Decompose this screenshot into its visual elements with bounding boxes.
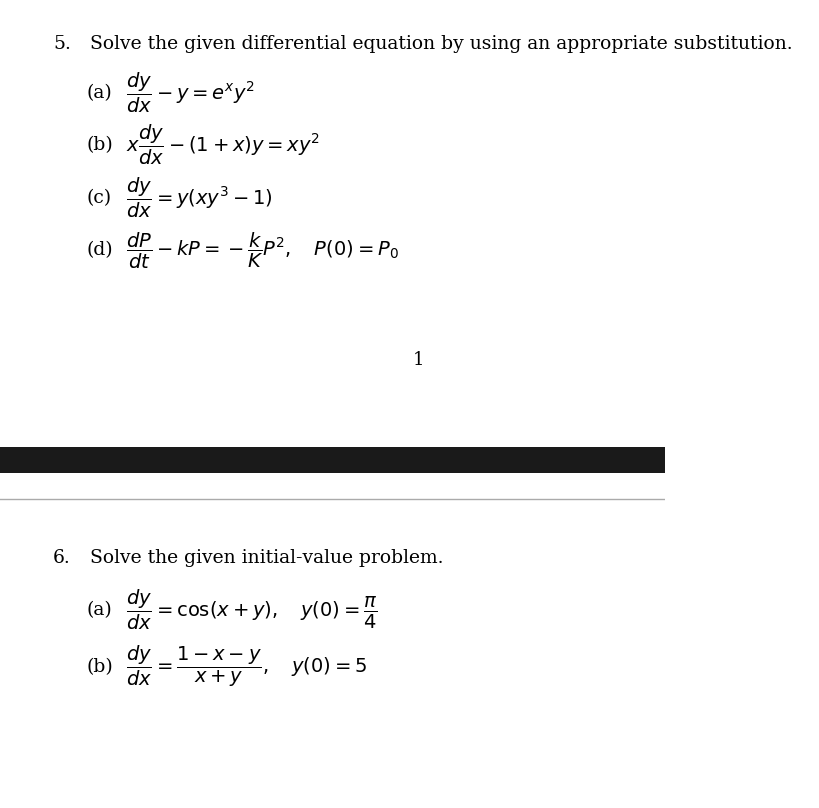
Text: 6.: 6. xyxy=(53,549,71,566)
Text: $\dfrac{dy}{dx} = y(xy^3 - 1)$: $\dfrac{dy}{dx} = y(xy^3 - 1)$ xyxy=(126,176,274,220)
Text: Solve the given differential equation by using an appropriate substitution.: Solve the given differential equation by… xyxy=(90,36,793,53)
Text: (c): (c) xyxy=(87,189,111,207)
Text: 1: 1 xyxy=(413,351,424,368)
Text: $x\dfrac{dy}{dx} - (1+x)y = xy^2$: $x\dfrac{dy}{dx} - (1+x)y = xy^2$ xyxy=(126,124,320,167)
Text: 5.: 5. xyxy=(53,36,71,53)
Text: (a): (a) xyxy=(87,601,112,619)
Text: $\dfrac{dy}{dx} - y = e^x y^2$: $\dfrac{dy}{dx} - y = e^x y^2$ xyxy=(126,71,256,115)
Text: (a): (a) xyxy=(87,84,112,102)
Text: $\dfrac{dy}{dx} = \dfrac{1-x-y}{x+y}, \quad y(0) = 5$: $\dfrac{dy}{dx} = \dfrac{1-x-y}{x+y}, \q… xyxy=(126,644,368,689)
Text: Solve the given initial-value problem.: Solve the given initial-value problem. xyxy=(90,549,443,566)
FancyBboxPatch shape xyxy=(0,447,665,473)
Text: (b): (b) xyxy=(87,658,113,675)
Text: (b): (b) xyxy=(87,137,113,154)
Text: $\dfrac{dy}{dx} = \cos(x+y), \quad y(0) = \dfrac{\pi}{4}$: $\dfrac{dy}{dx} = \cos(x+y), \quad y(0) … xyxy=(126,588,378,632)
Text: (d): (d) xyxy=(87,242,113,259)
Text: $\dfrac{dP}{dt} - kP = -\dfrac{k}{K}P^2, \quad P(0) = P_0$: $\dfrac{dP}{dt} - kP = -\dfrac{k}{K}P^2,… xyxy=(126,230,399,271)
